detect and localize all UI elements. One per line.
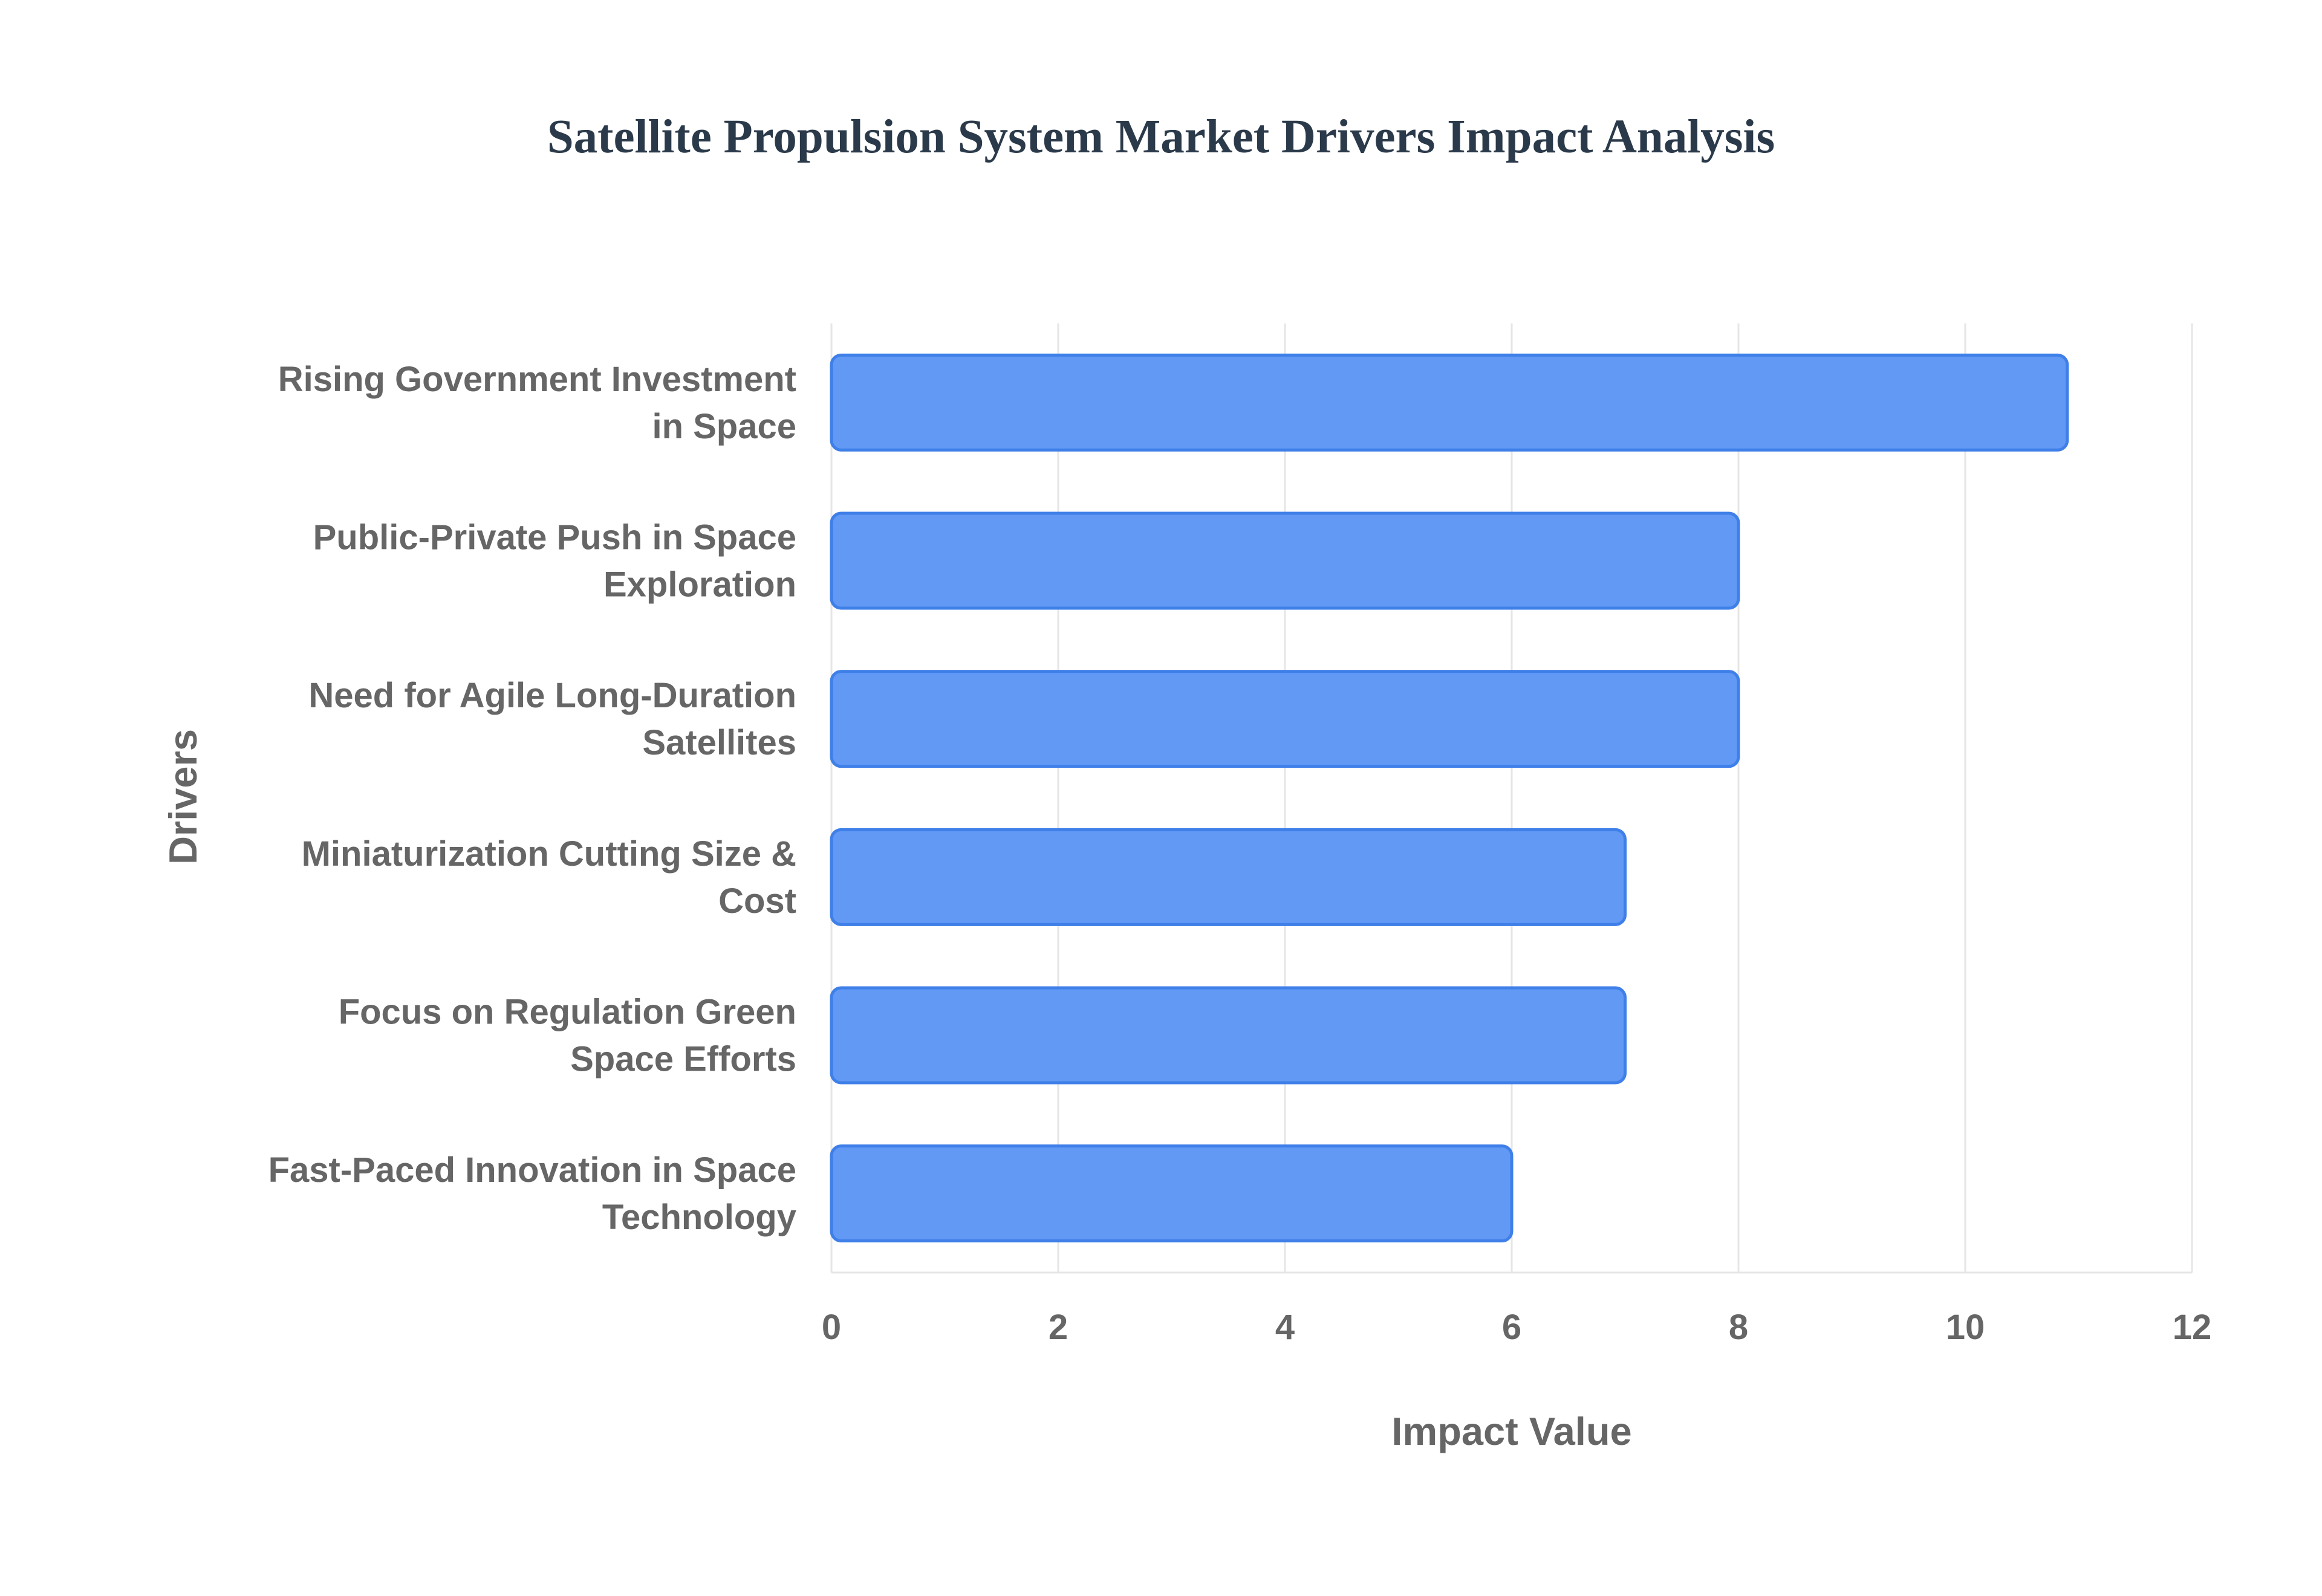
y-category-label: Public-Private Push in Space Exploration bbox=[313, 518, 796, 605]
x-tick-label: 4 bbox=[1275, 1308, 1295, 1347]
bar bbox=[830, 670, 1740, 768]
x-tick-label: 6 bbox=[1502, 1308, 1521, 1347]
x-tick-label: 10 bbox=[1946, 1308, 1985, 1347]
bar bbox=[830, 986, 1627, 1085]
bar bbox=[830, 511, 1740, 610]
bar bbox=[830, 1144, 1514, 1243]
bars bbox=[830, 353, 2069, 1243]
x-tick-label: 2 bbox=[1049, 1308, 1068, 1347]
y-category-label: Focus on Regulation Green Space Efforts bbox=[339, 993, 796, 1079]
x-axis-title: Impact Value bbox=[1391, 1409, 1631, 1453]
bar bbox=[830, 353, 2069, 452]
y-axis-title: Drivers bbox=[161, 729, 205, 864]
y-axis-category-labels: Rising Government Investment in Space Publ… bbox=[268, 360, 796, 1237]
y-category-label: Miniaturization Cutting Size & Cost bbox=[302, 834, 796, 921]
y-category-label: Need for Agile Long-Duration Satellites bbox=[308, 676, 796, 762]
x-tick-label: 8 bbox=[1729, 1308, 1748, 1347]
y-category-label: Rising Government Investment in Space bbox=[278, 360, 796, 446]
chart-title: Satellite Propulsion System Market Drive… bbox=[547, 111, 1775, 163]
grid bbox=[830, 323, 2193, 1274]
y-category-label: Fast-Paced Innovation in Space Technology bbox=[268, 1150, 796, 1237]
x-axis-tick-labels: 0 2 4 6 8 10 12 bbox=[822, 1308, 2211, 1347]
bar bbox=[830, 828, 1627, 926]
x-tick-label: 0 bbox=[822, 1308, 841, 1347]
x-tick-label: 12 bbox=[2173, 1308, 2212, 1347]
